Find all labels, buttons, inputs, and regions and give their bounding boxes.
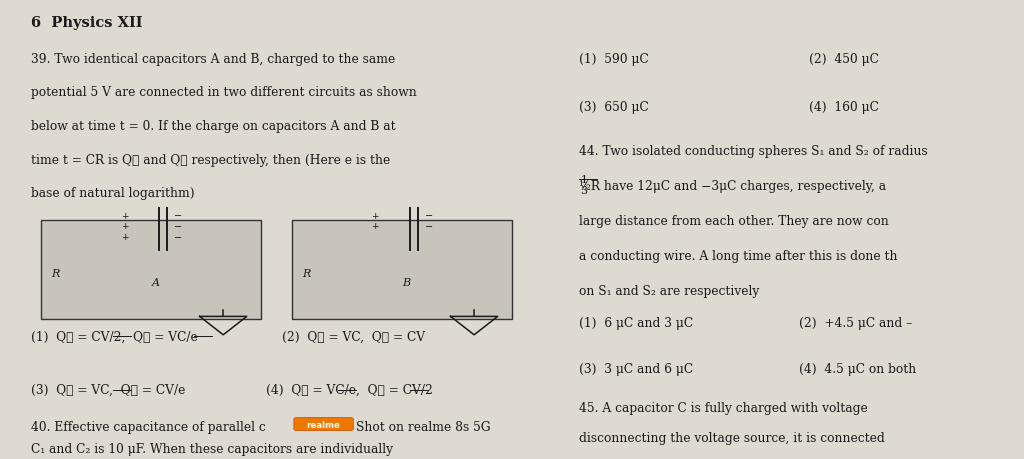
Text: time t = CR is Q⁁ and Q⁁ respectively, then (Here e is the: time t = CR is Q⁁ and Q⁁ respectively, t… (31, 153, 390, 166)
Text: (3)  650 μC: (3) 650 μC (579, 101, 648, 114)
Text: −: − (425, 211, 433, 221)
Text: (1)  6 μC and 3 μC: (1) 6 μC and 3 μC (579, 317, 692, 330)
Text: −: − (425, 221, 433, 231)
Text: C₁ and C₂ is 10 μF. When these capacitors are individually: C₁ and C₂ is 10 μF. When these capacitor… (31, 442, 393, 454)
Text: 45. A capacitor C is fully charged with voltage: 45. A capacitor C is fully charged with … (579, 402, 867, 414)
Text: large distance from each other. They are now con: large distance from each other. They are… (579, 214, 888, 227)
Text: +: + (371, 222, 378, 231)
Text: +: + (121, 211, 128, 220)
Text: R: R (51, 269, 59, 279)
Text: (4)  160 μC: (4) 160 μC (809, 101, 879, 114)
Text: −: − (174, 211, 182, 221)
Text: +: + (121, 222, 128, 231)
Text: 39. Two identical capacitors A and B, charged to the same: 39. Two identical capacitors A and B, ch… (31, 53, 395, 66)
Text: Shot on realme 8s 5G: Shot on realme 8s 5G (356, 420, 490, 433)
Bar (41, 220, 261, 319)
Text: (1)  590 μC: (1) 590 μC (579, 53, 648, 66)
Text: 1: 1 (581, 174, 588, 185)
Text: A: A (152, 278, 160, 288)
Text: (2)  +4.5 μC and –: (2) +4.5 μC and – (799, 317, 912, 330)
Text: (3)  3 μC and 6 μC: (3) 3 μC and 6 μC (579, 363, 692, 375)
Text: realme: realme (306, 420, 341, 429)
Text: +: + (371, 211, 378, 220)
Text: 3: 3 (581, 186, 588, 196)
Text: (4)  4.5 μC on both: (4) 4.5 μC on both (799, 363, 916, 375)
Text: base of natural logarithm): base of natural logarithm) (31, 187, 195, 200)
Text: 44. Two isolated conducting spheres S₁ and S₂ of radius: 44. Two isolated conducting spheres S₁ a… (579, 145, 928, 157)
Bar (292, 220, 512, 319)
Text: −: − (174, 232, 182, 242)
Text: below at time t = 0. If the charge on capacitors A and B at: below at time t = 0. If the charge on ca… (31, 120, 395, 133)
Text: 6  Physics XII: 6 Physics XII (31, 16, 142, 30)
Text: disconnecting the voltage source, it is connected: disconnecting the voltage source, it is … (579, 431, 885, 444)
Text: B: B (402, 278, 411, 288)
Text: R: R (302, 269, 310, 279)
Text: potential 5 V are connected in two different circuits as shown: potential 5 V are connected in two diffe… (31, 86, 417, 99)
Text: (4)  Q⁁ = VC/e,  Q⁁ = CV/2: (4) Q⁁ = VC/e, Q⁁ = CV/2 (266, 383, 433, 396)
Text: ½R have 12μC and −3μC charges, respectively, a: ½R have 12μC and −3μC charges, respectiv… (579, 179, 886, 192)
Text: −: − (174, 221, 182, 231)
Text: (3)  Q⁁ = VC,  Q⁁ = CV/e: (3) Q⁁ = VC, Q⁁ = CV/e (31, 383, 185, 396)
Text: (2)  450 μC: (2) 450 μC (809, 53, 879, 66)
Text: +: + (121, 233, 128, 242)
Text: 40. Effective capacitance of parallel c: 40. Effective capacitance of parallel c (31, 420, 265, 433)
Text: a conducting wire. A long time after this is done th: a conducting wire. A long time after thi… (579, 249, 897, 262)
Text: (1)  Q⁁ = CV/2,  Q⁁ = VC/e: (1) Q⁁ = CV/2, Q⁁ = VC/e (31, 330, 198, 343)
Text: on S₁ and S₂ are respectively: on S₁ and S₂ are respectively (579, 284, 759, 297)
Text: (2)  Q⁁ = VC,  Q⁁ = CV: (2) Q⁁ = VC, Q⁁ = CV (282, 330, 425, 343)
FancyBboxPatch shape (294, 418, 353, 431)
